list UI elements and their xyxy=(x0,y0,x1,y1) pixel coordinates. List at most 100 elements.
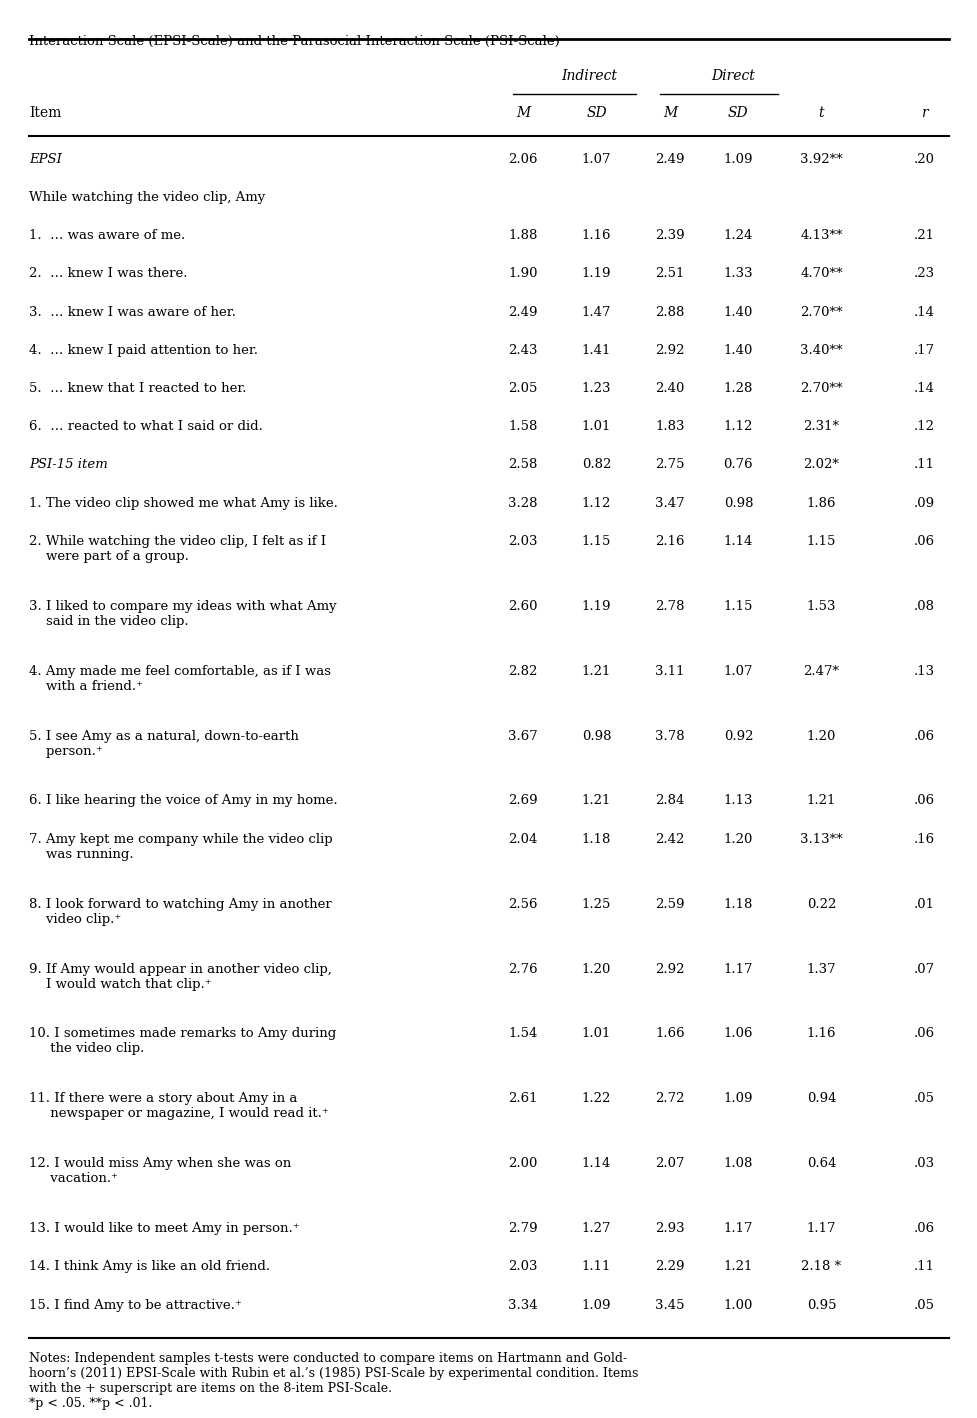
Text: 1.09: 1.09 xyxy=(723,153,752,166)
Text: 1.20: 1.20 xyxy=(581,963,611,976)
Text: 1.08: 1.08 xyxy=(723,1157,752,1170)
Text: Interaction Scale (EPSI-Scale) and the Parasocial Interaction Scale (PSI-Scale): Interaction Scale (EPSI-Scale) and the P… xyxy=(29,34,560,48)
Text: 1.01: 1.01 xyxy=(581,420,611,432)
Text: 1.54: 1.54 xyxy=(508,1028,537,1041)
Text: 1.16: 1.16 xyxy=(806,1028,835,1041)
Text: 2.72: 2.72 xyxy=(655,1092,684,1106)
Text: 3.67: 3.67 xyxy=(508,729,537,743)
Text: 0.92: 0.92 xyxy=(723,729,752,743)
Text: 2.51: 2.51 xyxy=(655,268,684,281)
Text: .16: .16 xyxy=(913,832,934,845)
Text: 1.58: 1.58 xyxy=(508,420,537,432)
Text: 1.06: 1.06 xyxy=(723,1028,752,1041)
Text: 2.05: 2.05 xyxy=(508,381,537,396)
Text: 1.53: 1.53 xyxy=(806,600,835,613)
Text: 13. I would like to meet Amy in person.⁺: 13. I would like to meet Amy in person.⁺ xyxy=(29,1222,300,1235)
Text: 11. If there were a story about Amy in a
     newspaper or magazine, I would rea: 11. If there were a story about Amy in a… xyxy=(29,1092,328,1120)
Text: 4.70**: 4.70** xyxy=(799,268,842,281)
Text: 2.29: 2.29 xyxy=(655,1261,684,1273)
Text: 2.84: 2.84 xyxy=(655,794,684,807)
Text: 2.49: 2.49 xyxy=(655,153,684,166)
Text: 1.15: 1.15 xyxy=(581,535,611,547)
Text: 1.88: 1.88 xyxy=(508,230,537,242)
Text: 1.22: 1.22 xyxy=(581,1092,611,1106)
Text: .17: .17 xyxy=(913,343,934,357)
Text: 1.14: 1.14 xyxy=(581,1157,611,1170)
Text: 6. I like hearing the voice of Amy in my home.: 6. I like hearing the voice of Amy in my… xyxy=(29,794,338,807)
Text: 1.00: 1.00 xyxy=(723,1299,752,1312)
Text: 2.00: 2.00 xyxy=(508,1157,537,1170)
Text: 1.21: 1.21 xyxy=(581,665,611,678)
Text: 1.14: 1.14 xyxy=(723,535,752,547)
Text: 0.94: 0.94 xyxy=(806,1092,835,1106)
Text: 0.98: 0.98 xyxy=(723,496,752,509)
Text: 1.40: 1.40 xyxy=(723,343,752,357)
Text: 2.  … knew I was there.: 2. … knew I was there. xyxy=(29,268,188,281)
Text: 3.34: 3.34 xyxy=(508,1299,537,1312)
Text: Indirect: Indirect xyxy=(561,69,616,84)
Text: 3.40**: 3.40** xyxy=(799,343,842,357)
Text: 2.92: 2.92 xyxy=(655,963,684,976)
Text: .05: .05 xyxy=(913,1299,934,1312)
Text: 2.82: 2.82 xyxy=(508,665,537,678)
Text: .05: .05 xyxy=(913,1092,934,1106)
Text: 1.24: 1.24 xyxy=(723,230,752,242)
Text: 1.23: 1.23 xyxy=(581,381,611,396)
Text: While watching the video clip, Amy: While watching the video clip, Amy xyxy=(29,191,266,204)
Text: .06: .06 xyxy=(913,729,934,743)
Text: .06: .06 xyxy=(913,1222,934,1235)
Text: 14. I think Amy is like an old friend.: 14. I think Amy is like an old friend. xyxy=(29,1261,271,1273)
Text: .21: .21 xyxy=(913,230,934,242)
Text: 1.12: 1.12 xyxy=(581,496,611,509)
Text: 2.88: 2.88 xyxy=(655,305,684,319)
Text: 1.37: 1.37 xyxy=(806,963,835,976)
Text: 1.17: 1.17 xyxy=(723,1222,752,1235)
Text: 3.  … knew I was aware of her.: 3. … knew I was aware of her. xyxy=(29,305,236,319)
Text: 9. If Amy would appear in another video clip,
    I would watch that clip.⁺: 9. If Amy would appear in another video … xyxy=(29,963,332,991)
Text: 0.76: 0.76 xyxy=(723,458,752,471)
Text: .11: .11 xyxy=(913,1261,934,1273)
Text: 1.90: 1.90 xyxy=(508,268,537,281)
Text: 8. I look forward to watching Amy in another
    video clip.⁺: 8. I look forward to watching Amy in ano… xyxy=(29,898,332,926)
Text: 2.61: 2.61 xyxy=(508,1092,537,1106)
Text: 2.78: 2.78 xyxy=(655,600,684,613)
Text: 2.43: 2.43 xyxy=(508,343,537,357)
Text: 3.28: 3.28 xyxy=(508,496,537,509)
Text: .06: .06 xyxy=(913,535,934,547)
Text: 1.28: 1.28 xyxy=(723,381,752,396)
Text: .12: .12 xyxy=(913,420,934,432)
Text: 2.69: 2.69 xyxy=(508,794,537,807)
Text: .13: .13 xyxy=(913,665,934,678)
Text: 1.09: 1.09 xyxy=(723,1092,752,1106)
Text: 2.76: 2.76 xyxy=(508,963,537,976)
Text: .14: .14 xyxy=(913,381,934,396)
Text: 1.83: 1.83 xyxy=(655,420,684,432)
Text: 1.09: 1.09 xyxy=(581,1299,611,1312)
Text: 1.17: 1.17 xyxy=(806,1222,835,1235)
Text: 1.18: 1.18 xyxy=(723,898,752,910)
Text: 1.21: 1.21 xyxy=(581,794,611,807)
Text: 2.39: 2.39 xyxy=(655,230,684,242)
Text: 2.59: 2.59 xyxy=(655,898,684,910)
Text: 2.75: 2.75 xyxy=(655,458,684,471)
Text: 0.95: 0.95 xyxy=(806,1299,835,1312)
Text: Direct: Direct xyxy=(711,69,754,84)
Text: 2.16: 2.16 xyxy=(655,535,684,547)
Text: .14: .14 xyxy=(913,305,934,319)
Text: 2.02*: 2.02* xyxy=(803,458,838,471)
Text: 3.78: 3.78 xyxy=(655,729,684,743)
Text: 1.20: 1.20 xyxy=(723,832,752,845)
Text: 2.40: 2.40 xyxy=(655,381,684,396)
Text: 2.49: 2.49 xyxy=(508,305,537,319)
Text: .08: .08 xyxy=(913,600,934,613)
Text: 1.33: 1.33 xyxy=(723,268,752,281)
Text: SD: SD xyxy=(727,105,748,119)
Text: 5. I see Amy as a natural, down-to-earth
    person.⁺: 5. I see Amy as a natural, down-to-earth… xyxy=(29,729,299,757)
Text: .01: .01 xyxy=(913,898,934,910)
Text: 4. Amy made me feel comfortable, as if I was
    with a friend.⁺: 4. Amy made me feel comfortable, as if I… xyxy=(29,665,331,692)
Text: 1.17: 1.17 xyxy=(723,963,752,976)
Text: 2.56: 2.56 xyxy=(508,898,537,910)
Text: 1.12: 1.12 xyxy=(723,420,752,432)
Text: 2.93: 2.93 xyxy=(655,1222,684,1235)
Text: .11: .11 xyxy=(913,458,934,471)
